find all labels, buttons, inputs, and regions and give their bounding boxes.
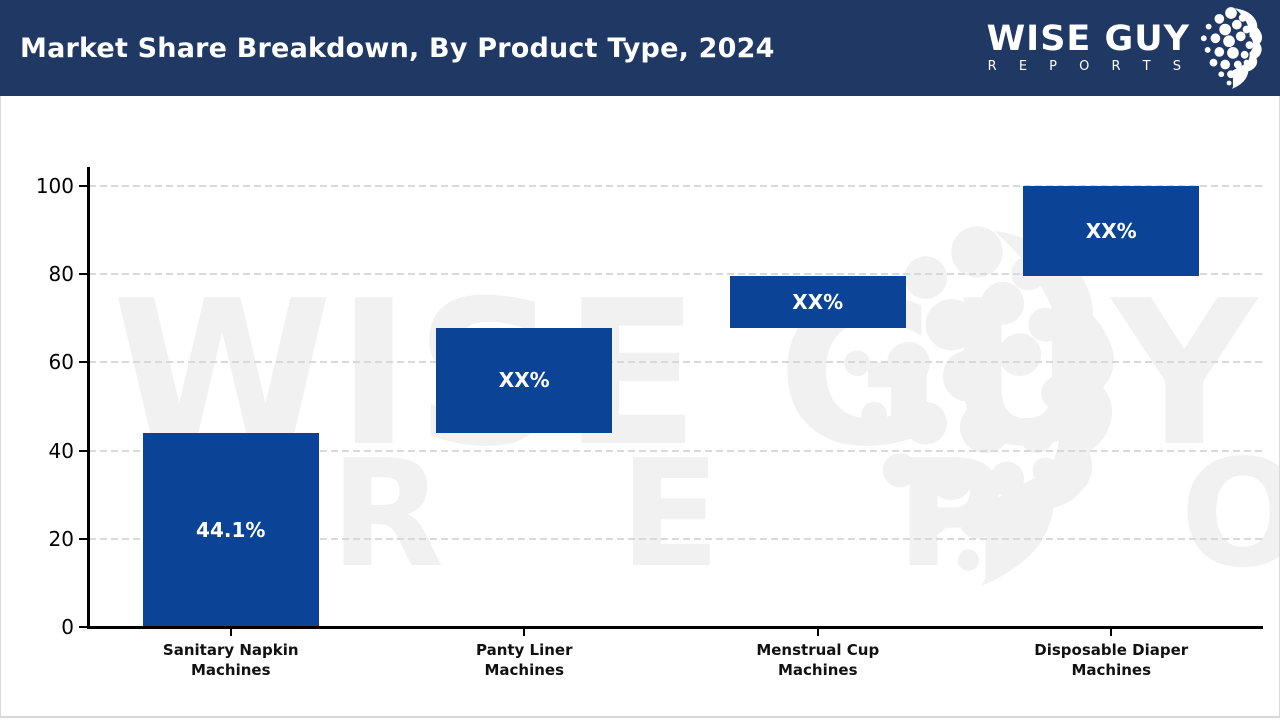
logo-face-icon — [1200, 7, 1263, 89]
y-tick-label-0: 0 — [61, 615, 74, 639]
bar-value-label: XX% — [498, 368, 550, 393]
header-band: Market Share Breakdown, By Product Type,… — [0, 0, 1280, 96]
watermark-line2: R E P O R T S — [330, 428, 1280, 600]
category-label-line: Machines — [190, 661, 271, 679]
chart-title: Market Share Breakdown, By Product Type,… — [20, 32, 775, 64]
left-edge-rule — [0, 96, 1, 717]
category-label-1: Sanitary Napkin Machines — [101, 640, 361, 680]
bar-value-label: XX% — [792, 289, 844, 314]
y-tick-label-40: 40 — [48, 438, 74, 463]
x-tick-4 — [1110, 628, 1113, 636]
gridline-100 — [89, 185, 1263, 187]
category-label-line: Machines — [777, 661, 858, 679]
y-tick-label-20: 20 — [48, 526, 74, 551]
y-tick-100 — [79, 185, 88, 187]
y-tick-80 — [79, 273, 88, 276]
brand-subname: R E P O R T S — [987, 59, 1190, 74]
bar-3[interactable]: XX% — [729, 275, 906, 329]
bar-2[interactable]: XX% — [436, 328, 613, 433]
gridline-40 — [89, 449, 1263, 452]
category-label-line: Machines — [1071, 661, 1152, 679]
category-label-line: Disposable Diaper — [1034, 641, 1189, 659]
y-axis-line — [87, 167, 90, 628]
bar-4[interactable]: XX% — [1023, 186, 1200, 276]
category-label-3: Menstrual Cup Machines — [688, 640, 948, 680]
y-tick-60 — [79, 361, 88, 364]
category-label-line: Sanitary Napkin — [162, 641, 299, 659]
bar-1[interactable]: 44.1% — [142, 432, 319, 627]
gridline-60 — [89, 361, 1263, 364]
y-tick-20 — [79, 537, 88, 540]
bottom-edge-rule — [0, 716, 1280, 718]
y-tick-label-80: 80 — [48, 262, 74, 287]
category-label-line: Machines — [484, 661, 565, 679]
category-label-4: Disposable Diaper Machines — [981, 640, 1241, 680]
category-label-2: Panty Liner Machines — [394, 640, 654, 680]
x-tick-1 — [229, 628, 232, 636]
gridline-20 — [89, 537, 1263, 540]
y-tick-label-60: 60 — [48, 350, 74, 375]
y-tick-0 — [79, 626, 88, 628]
brand-name: WISE GUY — [986, 19, 1190, 59]
gridline-80 — [89, 273, 1263, 276]
category-label-line: Panty Liner — [475, 641, 573, 659]
x-tick-2 — [523, 628, 526, 636]
category-label-line: Menstrual Cup — [756, 641, 880, 659]
bar-value-label: XX% — [1085, 218, 1137, 243]
bar-value-label: 44.1% — [196, 517, 266, 542]
x-axis-line — [87, 626, 1263, 629]
brand-logo-text: WISE GUY R E P O R T S — [987, 21, 1190, 75]
brand-logo: WISE GUY R E P O R T S — [987, 0, 1266, 96]
x-tick-3 — [816, 628, 819, 636]
y-tick-label-100: 100 — [35, 174, 74, 198]
y-tick-40 — [79, 449, 88, 452]
